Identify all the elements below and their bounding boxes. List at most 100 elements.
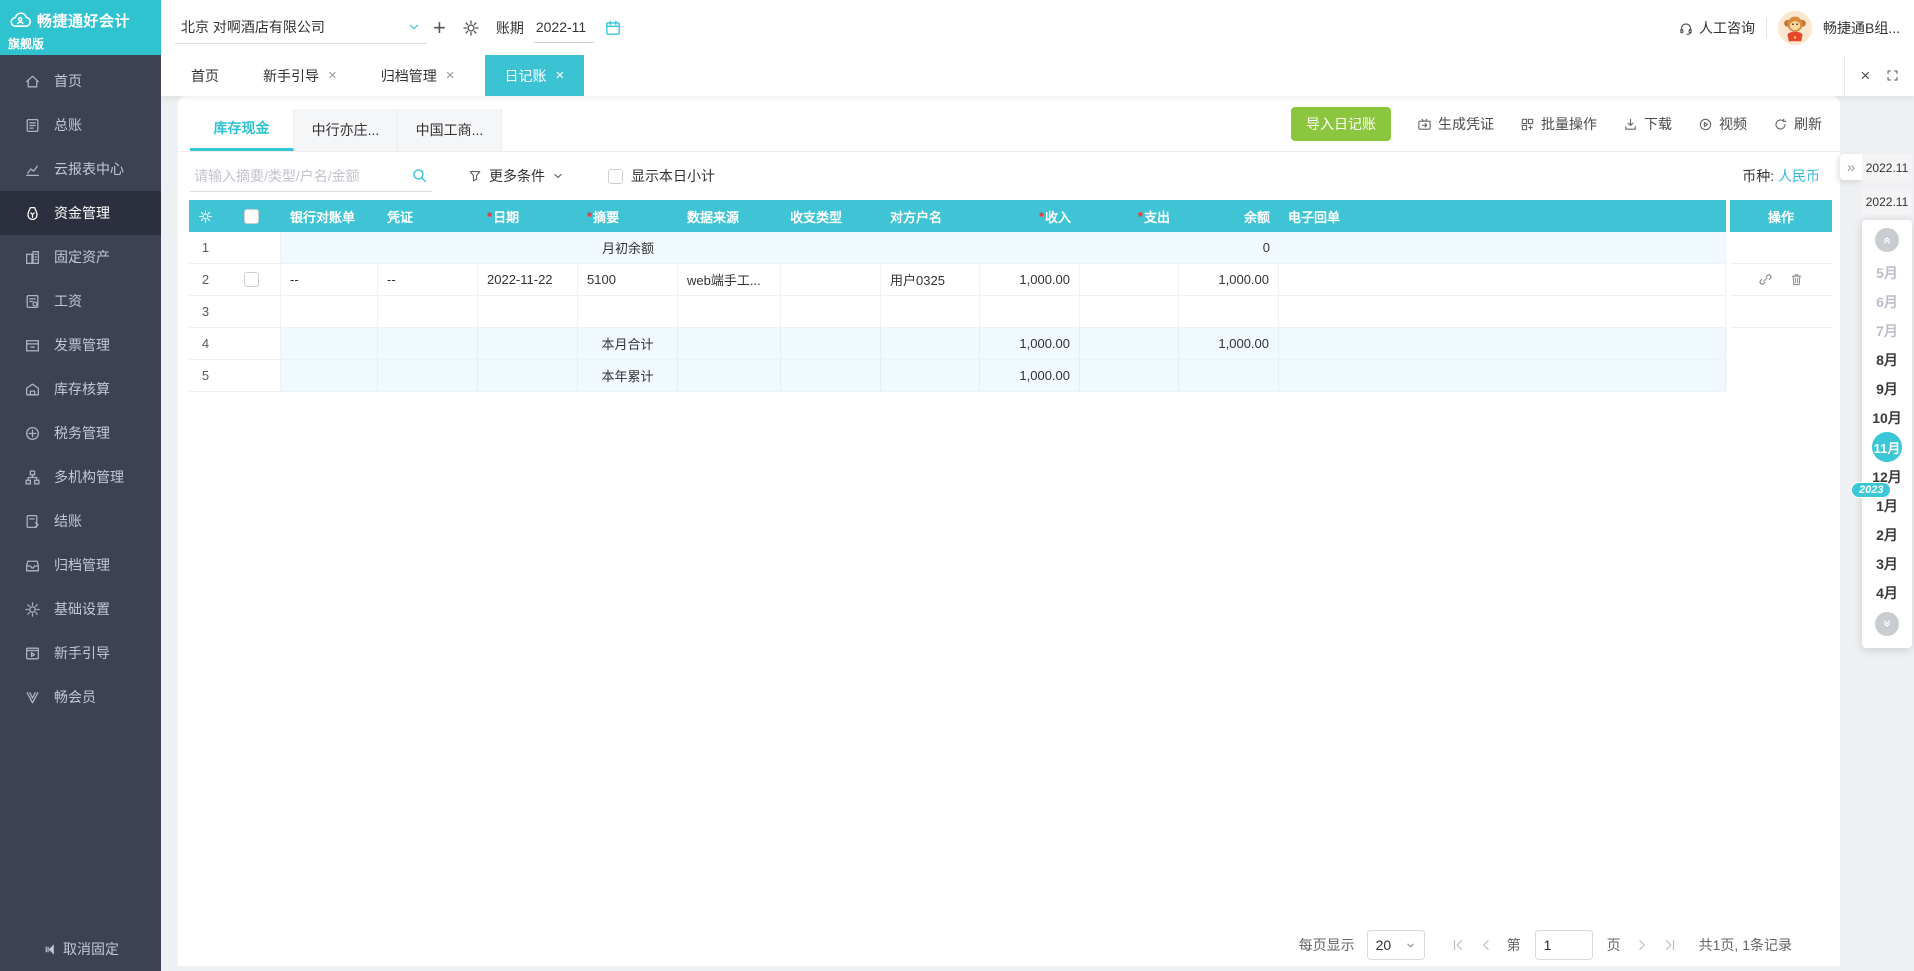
sidebar-nav: 首页 总账 云报表中心 资金管理 固定资产 工资 发票管理 库存核算 税务管理 …	[0, 55, 161, 927]
header-summary[interactable]: 摘要	[578, 200, 678, 232]
prev-page-icon[interactable]	[1479, 938, 1493, 952]
link-icon[interactable]	[1758, 272, 1773, 287]
summary-label: 本月合计	[578, 328, 678, 360]
tab-beginner-guide[interactable]: 新手引导 ×	[249, 55, 351, 96]
pager: 第 页	[1451, 930, 1677, 960]
tab-home[interactable]: 首页	[177, 55, 233, 96]
header-category[interactable]: 收支类型	[781, 200, 881, 232]
tab-journal[interactable]: 日记账 ×	[484, 55, 585, 96]
row-checkbox[interactable]	[243, 272, 259, 287]
table-row-empty[interactable]: 3	[189, 296, 1832, 328]
batch-operations-button[interactable]: 批量操作	[1520, 114, 1597, 134]
close-all-icon[interactable]: ×	[1860, 66, 1871, 85]
close-tab-icon[interactable]: ×	[555, 67, 565, 84]
sidebar-item-general-ledger[interactable]: 总账	[0, 103, 161, 147]
header-date[interactable]: 日期	[478, 200, 578, 232]
period-box[interactable]: 2022.11	[1862, 154, 1912, 181]
last-page-icon[interactable]	[1663, 938, 1677, 952]
month-item[interactable]: 8月	[1876, 351, 1898, 368]
select-all-checkbox[interactable]	[222, 200, 281, 232]
sidebar-item-cloud-reports[interactable]: 云报表中心	[0, 147, 161, 191]
month-item[interactable]: 3月	[1876, 555, 1898, 572]
sidebar-item-fixed-assets[interactable]: 固定资产	[0, 235, 161, 279]
tab-archive-management[interactable]: 归档管理 ×	[367, 55, 469, 96]
home-icon	[24, 73, 41, 90]
scroll-up-button[interactable]	[1875, 228, 1899, 252]
sidebar-item-multi-org[interactable]: 多机构管理	[0, 455, 161, 499]
month-item[interactable]: 5月	[1876, 264, 1898, 281]
month-item-selected[interactable]: 11月	[1872, 432, 1902, 462]
header-bank-statement[interactable]: 银行对账单	[281, 200, 378, 232]
unpin-sidebar-button[interactable]: 取消固定	[0, 927, 161, 971]
avatar[interactable]	[1777, 10, 1812, 45]
close-tab-icon[interactable]: ×	[445, 67, 455, 84]
search-icon[interactable]	[411, 167, 428, 184]
collapse-period-panel-button[interactable]: »	[1840, 154, 1862, 180]
company-selector[interactable]: 北京 对啊酒店有限公司	[175, 10, 427, 44]
refresh-button[interactable]: 刷新	[1773, 114, 1822, 134]
month-item[interactable]: 10月	[1872, 409, 1902, 426]
sidebar-item-beginner-guide[interactable]: 新手引导	[0, 631, 161, 675]
support-button[interactable]: 人工咨询	[1678, 18, 1755, 38]
currency-label: 币种:	[1742, 168, 1775, 184]
show-daily-subtotal-toggle[interactable]: 显示本日小计	[608, 166, 715, 186]
fullscreen-icon[interactable]	[1886, 69, 1899, 82]
currency-value[interactable]: 人民币	[1778, 168, 1820, 184]
sidebar-item-home[interactable]: 首页	[0, 59, 161, 103]
month-item[interactable]: 6月	[1876, 293, 1898, 310]
more-filters-button[interactable]: 更多条件	[468, 166, 564, 186]
download-button[interactable]: 下载	[1623, 114, 1672, 134]
header-counterparty[interactable]: 对方户名	[881, 200, 980, 232]
import-journal-button[interactable]: 导入日记账	[1291, 107, 1391, 141]
close-tab-icon[interactable]: ×	[328, 67, 337, 84]
per-page-label: 每页显示	[1298, 937, 1355, 953]
month-item[interactable]: 12月	[1872, 468, 1902, 485]
sidebar-item-salary[interactable]: 工资	[0, 279, 161, 323]
per-page-value: 20	[1375, 937, 1392, 953]
header-e-receipt[interactable]: 电子回单	[1279, 200, 1726, 232]
daily-subtotal-checkbox[interactable]	[608, 168, 623, 184]
settings-gear-icon[interactable]	[462, 19, 480, 37]
page-input[interactable]	[1534, 930, 1593, 960]
per-page-select[interactable]: 20	[1366, 930, 1425, 960]
trash-icon[interactable]	[1789, 272, 1804, 287]
calendar-icon[interactable]	[604, 19, 622, 37]
month-item[interactable]: 4月	[1876, 584, 1898, 601]
period-box[interactable]: 2022.11	[1862, 188, 1912, 215]
sidebar-item-invoice-management[interactable]: 发票管理	[0, 323, 161, 367]
tabbar: 首页 新手引导 × 归档管理 × 日记账 × ×	[161, 55, 1914, 96]
video-button[interactable]: 视频	[1698, 114, 1747, 134]
header-income[interactable]: 收入	[980, 200, 1080, 232]
header-voucher[interactable]: 凭证	[378, 200, 478, 232]
daily-subtotal-label: 显示本日小计	[631, 168, 715, 184]
scroll-down-button[interactable]	[1875, 612, 1899, 636]
chevron-down-icon	[1405, 940, 1416, 951]
generate-voucher-button[interactable]: 生成凭证	[1417, 114, 1494, 134]
header-expense[interactable]: 支出	[1080, 200, 1179, 232]
username[interactable]: 畅捷通B组...	[1822, 19, 1900, 36]
first-page-icon[interactable]	[1451, 938, 1465, 952]
add-account-set-button[interactable]: +	[433, 14, 446, 40]
sidebar-item-closing[interactable]: 结账	[0, 499, 161, 543]
subtab-cash[interactable]: 库存现金	[190, 109, 294, 151]
subtab-boc-yizhuang[interactable]: 中行亦庄...	[294, 109, 398, 151]
period-value[interactable]: 2022-11	[533, 13, 595, 43]
sidebar-item-archive-management[interactable]: 归档管理	[0, 543, 161, 587]
table-row-entry[interactable]: 2 -- -- 2022-11-22 5100 web端手工... 用户0325…	[189, 264, 1832, 296]
next-page-icon[interactable]	[1635, 938, 1649, 952]
sidebar-item-tax-management[interactable]: 税务管理	[0, 411, 161, 455]
month-item[interactable]: 9月	[1876, 380, 1898, 397]
sidebar-item-member[interactable]: 畅会员	[0, 675, 161, 719]
header-source[interactable]: 数据来源	[678, 200, 781, 232]
subtab-icbc[interactable]: 中国工商...	[398, 109, 502, 151]
month-item[interactable]: 1月	[1876, 497, 1898, 514]
month-item[interactable]: 2月	[1876, 526, 1898, 543]
sidebar-item-funds-management[interactable]: 资金管理	[0, 191, 161, 235]
sidebar-item-basic-settings[interactable]: 基础设置	[0, 587, 161, 631]
month-item[interactable]: 7月	[1876, 322, 1898, 339]
sidebar-item-label: 结账	[54, 513, 82, 529]
header-balance[interactable]: 余额	[1179, 200, 1279, 232]
search-input[interactable]	[194, 167, 411, 184]
sidebar-item-inventory-accounting[interactable]: 库存核算	[0, 367, 161, 411]
column-settings-button[interactable]	[189, 200, 222, 232]
